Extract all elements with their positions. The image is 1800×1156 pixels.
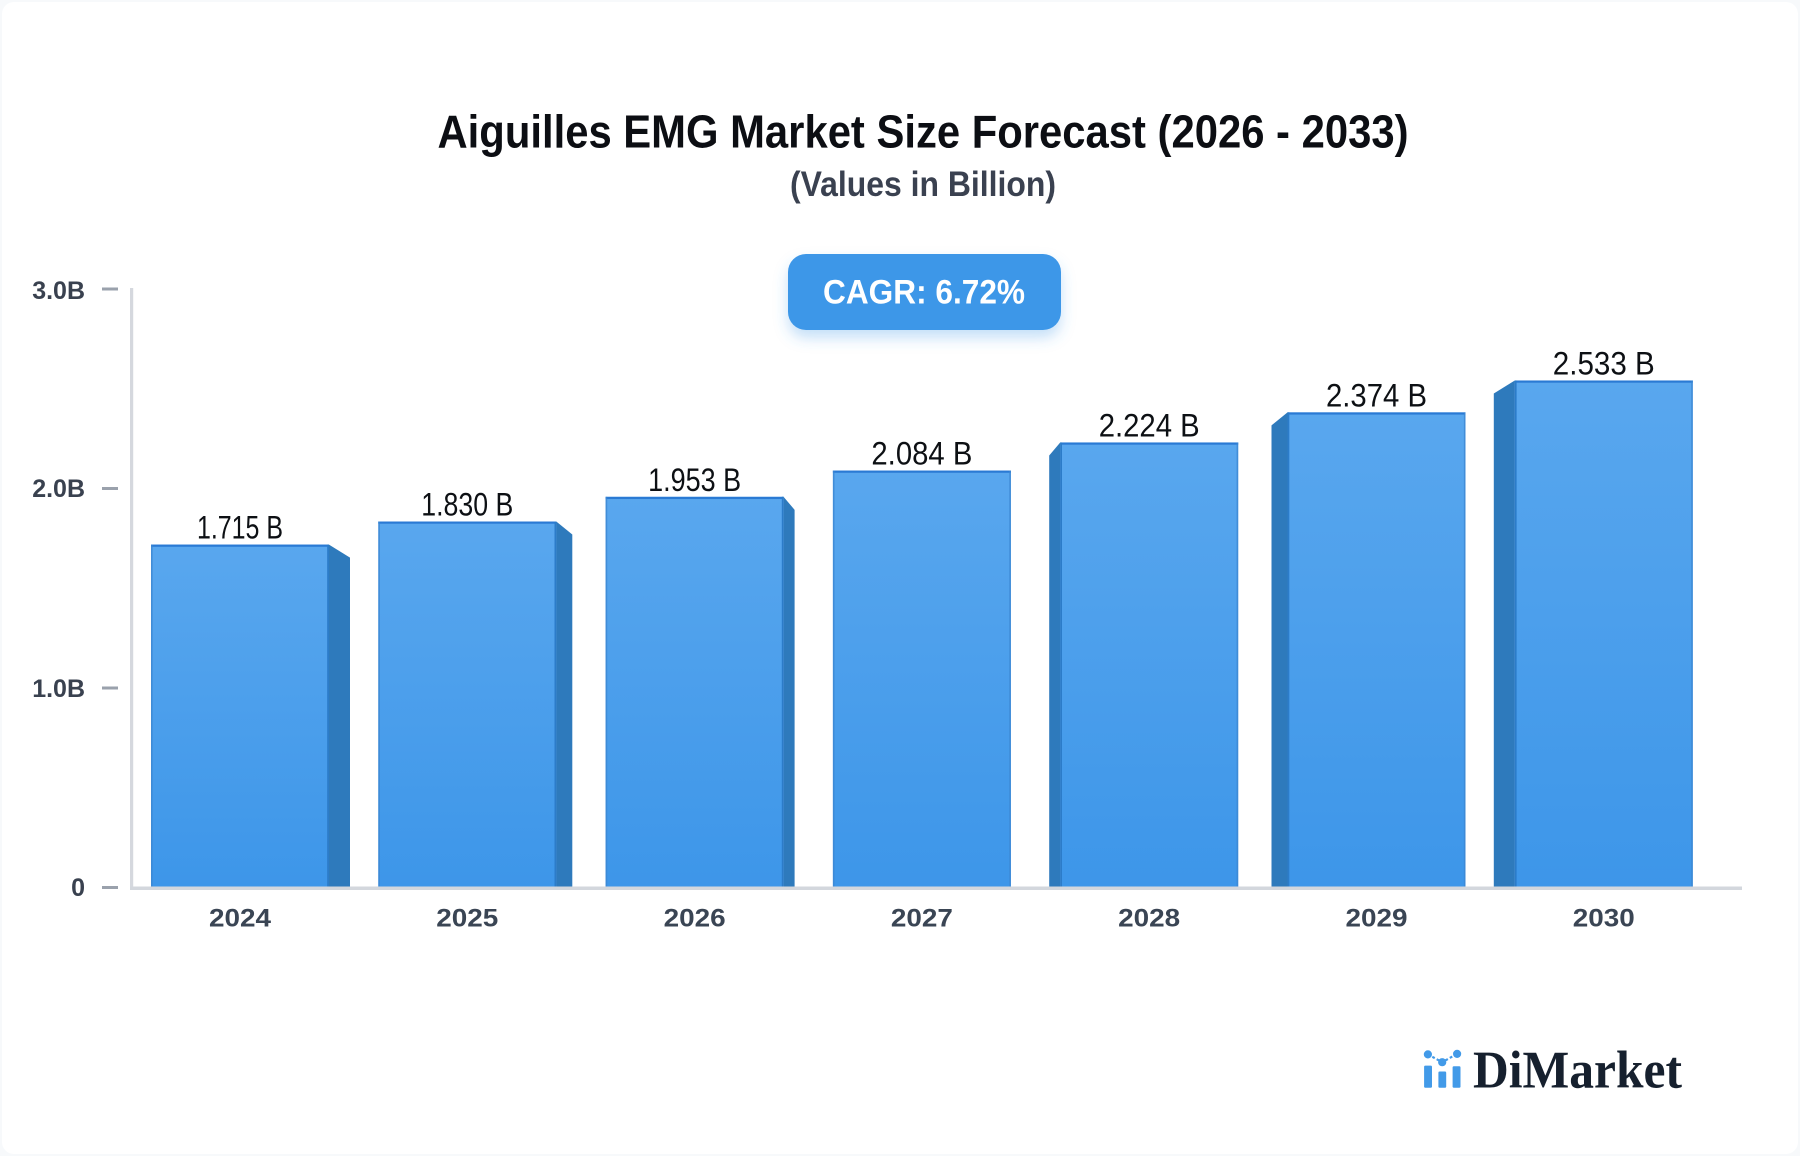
svg-text:0: 0	[71, 874, 85, 902]
svg-text:2.374 B: 2.374 B	[1326, 377, 1427, 413]
svg-text:2028: 2028	[1118, 905, 1180, 933]
svg-text:1.953 B: 1.953 B	[648, 462, 741, 498]
svg-text:1.715 B: 1.715 B	[197, 510, 283, 546]
svg-text:2.533 B: 2.533 B	[1553, 345, 1655, 381]
svg-text:2026: 2026	[664, 905, 726, 933]
svg-text:Aiguilles EMG Market Size Fore: Aiguilles EMG Market Size Forecast (2026…	[438, 106, 1409, 158]
svg-text:(Values in Billion): (Values in Billion)	[790, 165, 1056, 204]
svg-text:2030: 2030	[1573, 905, 1635, 933]
svg-text:2.224 B: 2.224 B	[1099, 407, 1200, 443]
svg-text:1.0B: 1.0B	[32, 675, 85, 703]
svg-text:CAGR: 6.72%: CAGR: 6.72%	[823, 274, 1025, 312]
svg-text:3.0B: 3.0B	[32, 277, 85, 305]
svg-text:2027: 2027	[891, 905, 953, 933]
svg-text:2.0B: 2.0B	[32, 475, 85, 503]
svg-text:2029: 2029	[1346, 905, 1408, 933]
svg-text:2024: 2024	[209, 905, 271, 933]
svg-text:2025: 2025	[436, 905, 498, 933]
svg-text:DiMarket: DiMarket	[1473, 1042, 1682, 1100]
svg-text:2.084 B: 2.084 B	[871, 436, 972, 472]
svg-text:1.830 B: 1.830 B	[421, 487, 513, 523]
